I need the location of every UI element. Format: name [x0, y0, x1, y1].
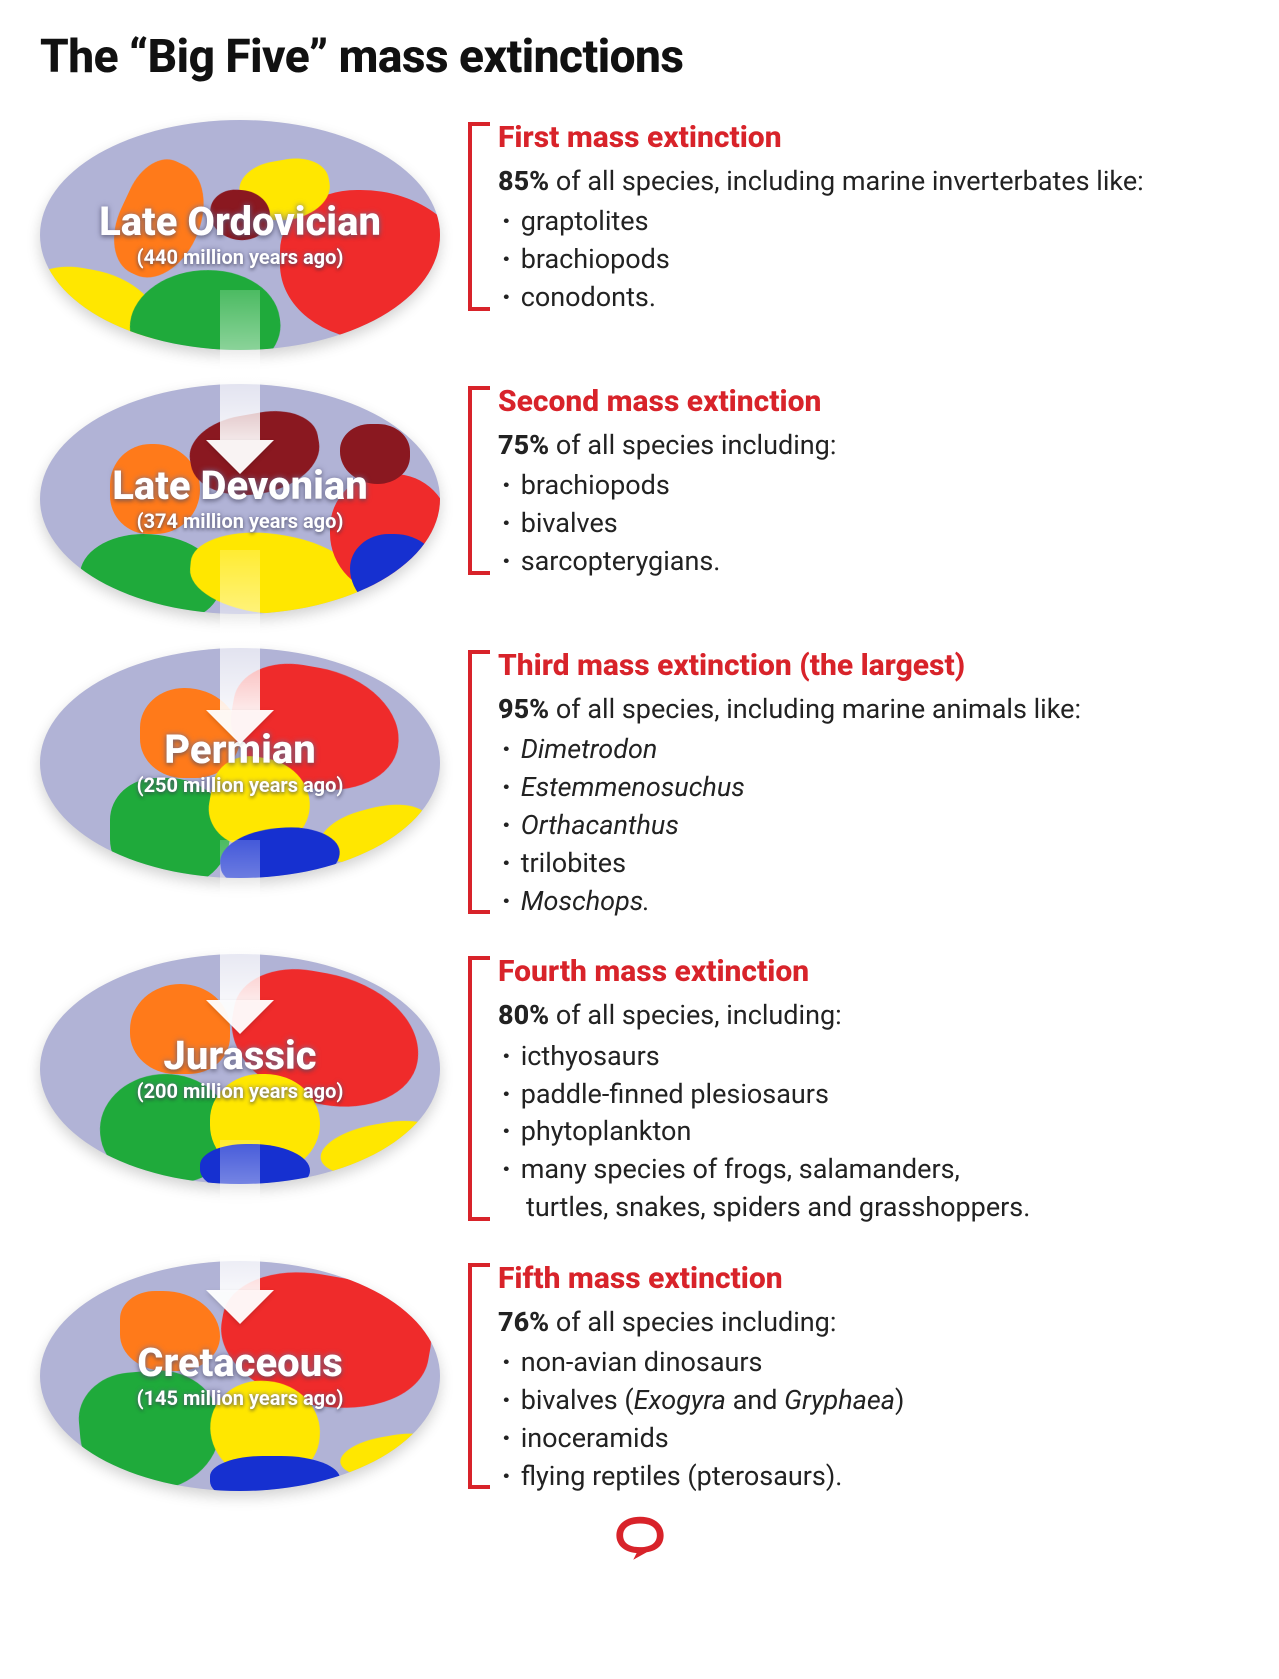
landmass-blob — [210, 1456, 340, 1491]
species-item: inoceramids — [498, 1420, 1239, 1458]
species-item: flying reptiles (pterosaurs). — [498, 1458, 1239, 1496]
bracket-icon — [468, 122, 486, 311]
extinction-row: Jurassic(200 million years ago)Fourth ma… — [40, 954, 1239, 1226]
extinction-percentage: 75% — [498, 429, 549, 461]
species-item: icthyosaurs — [498, 1038, 1239, 1076]
extinction-percentage: 85% — [498, 165, 549, 197]
species-item: Estemmenosuchus — [498, 769, 1239, 807]
landmass-blob — [317, 1114, 440, 1184]
landmass-blob — [110, 444, 200, 534]
extinction-lead: 75% of all species including: — [498, 427, 1239, 463]
species-list: DimetrodonEstemmenosuchusOrthacanthustri… — [498, 731, 1239, 920]
extinction-info: Second mass extinction 75% of all species… — [468, 384, 1239, 581]
extinction-info: Third mass extinction (the largest) 95% o… — [468, 648, 1239, 920]
species-item: Moschops. — [498, 883, 1239, 921]
landmass-blob — [340, 424, 410, 484]
species-item: bivalves — [498, 505, 1239, 543]
extinction-info: First mass extinction 85% of all species,… — [468, 120, 1239, 317]
species-list: graptolitesbrachiopodsconodonts. — [498, 203, 1239, 316]
species-item: brachiopods — [498, 467, 1239, 505]
extinction-heading: Fifth mass extinction — [498, 1261, 1239, 1296]
species-item: brachiopods — [498, 241, 1239, 279]
earth-graphic: Cretaceous(145 million years ago) — [40, 1261, 440, 1491]
extinction-row: Cretaceous(145 million years ago)Fifth m… — [40, 1261, 1239, 1496]
landmass-blob — [350, 534, 440, 614]
earth-graphic: Jurassic(200 million years ago) — [40, 954, 440, 1184]
species-list: brachiopodsbivalvessarcopterygians. — [498, 467, 1239, 580]
species-item: Dimetrodon — [498, 731, 1239, 769]
species-item: bivalves (Exogyra and Gryphaea) — [498, 1382, 1239, 1420]
species-item: non-avian dinosaurs — [498, 1344, 1239, 1382]
footer-logo — [40, 1513, 1239, 1561]
extinction-lead-text: of all species, including marine inverte… — [549, 165, 1144, 197]
species-item: paddle-finned plesiosaurs — [498, 1076, 1239, 1114]
extinction-row: Permian(250 million years ago)Third mass… — [40, 648, 1239, 920]
bracket-icon — [468, 956, 486, 1220]
species-item: turtles, snakes, spiders and grasshopper… — [498, 1189, 1239, 1227]
page-title: The “Big Five” mass extinctions — [40, 30, 1239, 84]
extinction-row: Late Devonian(374 million years ago)Seco… — [40, 384, 1239, 614]
species-item: sarcopterygians. — [498, 543, 1239, 581]
species-list: non-avian dinosaursbivalves (Exogyra and… — [498, 1344, 1239, 1495]
extinction-percentage: 76% — [498, 1306, 549, 1338]
landmass-blob — [75, 1365, 225, 1491]
landmass-blob — [184, 403, 326, 504]
extinction-row: Late Ordovician(440 million years ago)Fi… — [40, 120, 1239, 350]
landmass-blob — [337, 1427, 440, 1484]
species-item: many species of frogs, salamanders, — [498, 1151, 1239, 1189]
earth-graphic: Late Ordovician(440 million years ago) — [40, 120, 440, 350]
species-item: trilobites — [498, 845, 1239, 883]
extinction-lead-text: of all species, including: — [549, 999, 842, 1031]
species-item: graptolites — [498, 203, 1239, 241]
extinction-lead: 76% of all species including: — [498, 1304, 1239, 1340]
earth-graphic: Permian(250 million years ago) — [40, 648, 440, 878]
extinction-percentage: 95% — [498, 693, 549, 725]
extinction-lead-text: of all species, including marine animals… — [549, 693, 1081, 725]
extinction-lead: 80% of all species, including: — [498, 997, 1239, 1033]
species-item: conodonts. — [498, 279, 1239, 317]
bracket-icon — [468, 386, 486, 575]
earth-graphic: Late Devonian(374 million years ago) — [40, 384, 440, 614]
speech-bubble-icon — [613, 1513, 667, 1561]
species-list: icthyosaurspaddle-finned plesiosaursphyt… — [498, 1038, 1239, 1227]
extinction-lead: 85% of all species, including marine inv… — [498, 163, 1239, 199]
bracket-icon — [468, 1263, 486, 1490]
extinction-lead-text: of all species including: — [549, 429, 836, 461]
landmass-blob — [120, 1291, 220, 1371]
extinction-heading: Fourth mass extinction — [498, 954, 1239, 989]
bracket-icon — [468, 650, 486, 914]
extinction-percentage: 80% — [498, 999, 549, 1031]
extinction-heading: Third mass extinction (the largest) — [498, 648, 1239, 683]
extinction-lead: 95% of all species, including marine ani… — [498, 691, 1239, 727]
landmass-blob — [130, 984, 230, 1074]
extinction-rows: Late Ordovician(440 million years ago)Fi… — [40, 120, 1239, 1495]
extinction-heading: Second mass extinction — [498, 384, 1239, 419]
extinction-heading: First mass extinction — [498, 120, 1239, 155]
extinction-info: Fourth mass extinction 80% of all species… — [468, 954, 1239, 1226]
species-item: phytoplankton — [498, 1113, 1239, 1151]
species-item: Orthacanthus — [498, 807, 1239, 845]
extinction-lead-text: of all species including: — [549, 1306, 836, 1338]
extinction-info: Fifth mass extinction 76% of all species … — [468, 1261, 1239, 1496]
